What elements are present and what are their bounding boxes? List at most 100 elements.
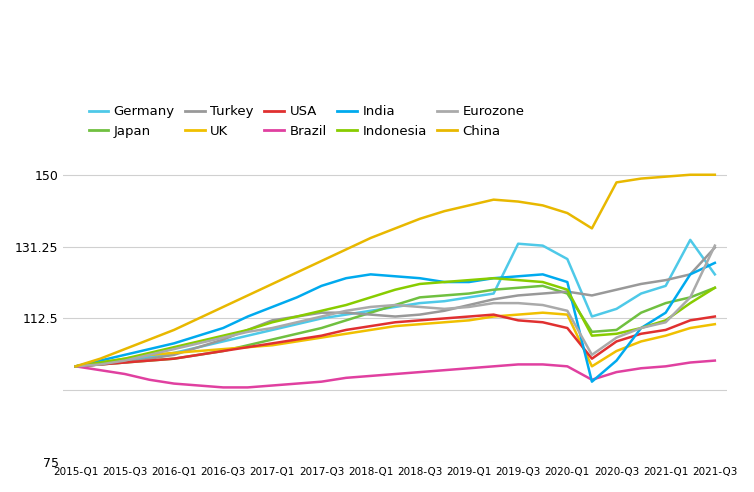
Eurozone	[96, 362, 105, 368]
Eurozone	[194, 340, 203, 346]
Japan	[342, 317, 351, 323]
Japan	[538, 283, 547, 289]
UK	[96, 360, 105, 366]
India	[366, 272, 375, 277]
Turkey	[612, 287, 621, 293]
Brazil	[489, 364, 498, 369]
Line: China: China	[75, 175, 715, 367]
India	[96, 358, 105, 364]
India	[636, 325, 645, 331]
India	[145, 346, 154, 352]
China	[219, 304, 228, 310]
UK	[513, 311, 523, 317]
Japan	[96, 362, 105, 368]
Turkey	[710, 245, 719, 250]
Line: Brazil: Brazil	[75, 361, 715, 387]
Japan	[391, 302, 400, 308]
Indonesia	[317, 308, 326, 314]
China	[391, 225, 400, 231]
Indonesia	[464, 277, 474, 283]
Germany	[96, 362, 105, 368]
Turkey	[489, 296, 498, 302]
Brazil	[415, 369, 425, 375]
UK	[366, 327, 375, 333]
Line: Turkey: Turkey	[75, 247, 715, 367]
Eurozone	[268, 325, 277, 331]
Japan	[170, 356, 179, 362]
USA	[661, 327, 670, 333]
Germany	[489, 291, 498, 297]
Germany	[71, 364, 80, 369]
Eurozone	[636, 325, 645, 331]
USA	[612, 338, 621, 344]
Japan	[194, 352, 203, 358]
Indonesia	[587, 333, 596, 338]
Turkey	[317, 310, 326, 316]
India	[391, 274, 400, 279]
Eurozone	[293, 319, 302, 325]
UK	[145, 352, 154, 358]
China	[121, 346, 130, 352]
Turkey	[636, 281, 645, 287]
Brazil	[244, 384, 253, 390]
Brazil	[342, 375, 351, 381]
Japan	[415, 294, 425, 300]
UK	[71, 364, 80, 369]
Indonesia	[513, 277, 523, 283]
China	[268, 281, 277, 287]
Japan	[293, 331, 302, 337]
Germany	[293, 321, 302, 327]
USA	[710, 313, 719, 319]
India	[440, 279, 449, 285]
China	[710, 172, 719, 178]
Eurozone	[219, 335, 228, 340]
Japan	[513, 285, 523, 291]
Brazil	[366, 373, 375, 379]
India	[710, 260, 719, 266]
China	[194, 315, 203, 321]
Turkey	[513, 292, 523, 298]
Line: India: India	[75, 263, 715, 382]
Germany	[538, 243, 547, 248]
India	[513, 274, 523, 279]
Japan	[317, 325, 326, 331]
USA	[244, 344, 253, 350]
Brazil	[391, 371, 400, 377]
Indonesia	[293, 313, 302, 319]
India	[538, 272, 547, 277]
China	[293, 270, 302, 276]
Line: USA: USA	[75, 314, 715, 367]
UK	[317, 335, 326, 340]
Eurozone	[440, 306, 449, 312]
China	[562, 210, 572, 216]
Germany	[685, 237, 694, 243]
UK	[194, 348, 203, 354]
Japan	[636, 310, 645, 316]
USA	[293, 337, 302, 342]
Brazil	[562, 364, 572, 369]
UK	[464, 317, 474, 323]
Eurozone	[145, 352, 154, 358]
UK	[685, 325, 694, 331]
India	[244, 313, 253, 319]
India	[661, 310, 670, 316]
Turkey	[219, 337, 228, 342]
Japan	[612, 327, 621, 333]
Indonesia	[391, 287, 400, 293]
USA	[562, 325, 572, 331]
UK	[415, 321, 425, 327]
Germany	[145, 354, 154, 360]
China	[440, 208, 449, 214]
Eurozone	[391, 302, 400, 308]
UK	[612, 348, 621, 354]
China	[661, 174, 670, 180]
USA	[513, 317, 523, 323]
Brazil	[538, 362, 547, 368]
USA	[96, 362, 105, 368]
China	[71, 364, 80, 369]
Turkey	[71, 364, 80, 369]
Brazil	[145, 377, 154, 383]
Eurozone	[464, 304, 474, 310]
Line: Indonesia: Indonesia	[75, 278, 715, 367]
Brazil	[317, 379, 326, 385]
